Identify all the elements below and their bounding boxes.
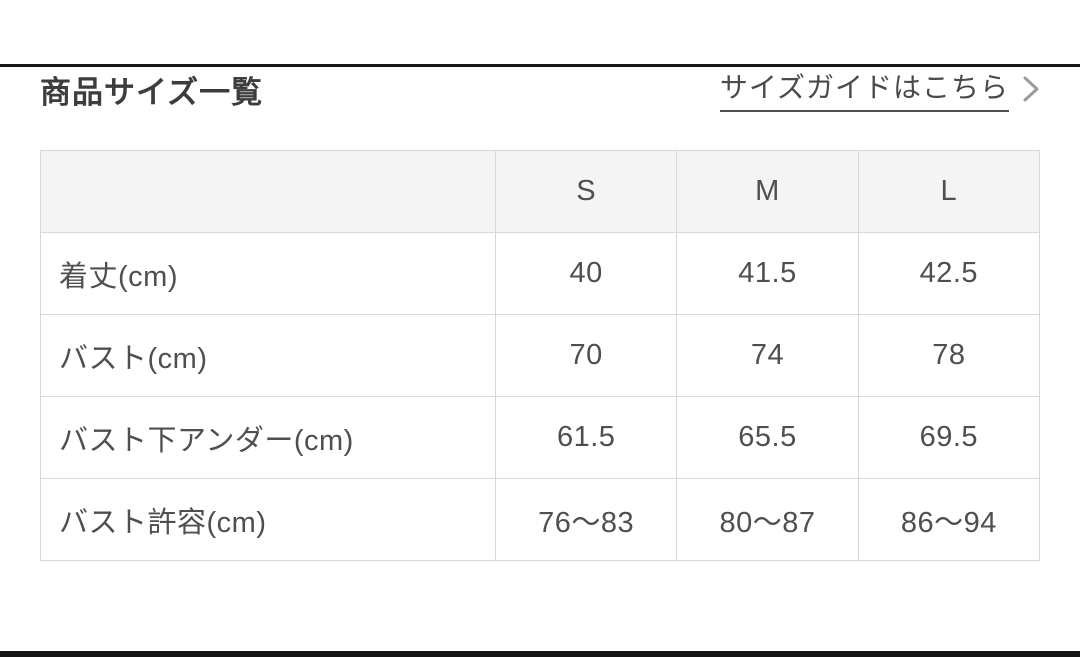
- row-label-length: 着丈(cm): [40, 232, 496, 315]
- table-row: バスト許容(cm) 76〜83 80〜87 86〜94: [40, 478, 1041, 561]
- table-row: バスト(cm) 70 74 78: [40, 314, 1041, 397]
- row-label-bust-allowance: バスト許容(cm): [40, 478, 496, 561]
- size-table: S M L 着丈(cm) 40 41.5 42.5 バスト(cm) 70 74 …: [40, 150, 1041, 561]
- size-section: 商品サイズ一覧 サイズガイドはこちら S M L 着丈(cm): [0, 64, 1080, 561]
- cell-bust-s: 70: [494, 314, 678, 397]
- cell-bust-allowance-m: 80〜87: [676, 478, 859, 561]
- cell-length-s: 40: [494, 232, 678, 315]
- column-header-m: M: [676, 150, 859, 233]
- cell-bust-allowance-s: 76〜83: [494, 478, 678, 561]
- row-label-underbust: バスト下アンダー(cm): [40, 396, 496, 479]
- size-guide-link[interactable]: サイズガイドはこちら: [719, 66, 1040, 112]
- cell-length-l: 42.5: [857, 232, 1041, 315]
- corner-cell: [40, 150, 496, 233]
- photo-top-edge: [0, 64, 1080, 67]
- table-header-row: S M L: [40, 150, 1041, 233]
- cell-underbust-l: 69.5: [857, 396, 1041, 479]
- cell-underbust-m: 65.5: [676, 396, 859, 479]
- page-title: 商品サイズ一覧: [40, 74, 264, 110]
- cell-bust-m: 74: [676, 314, 859, 397]
- table-row: バスト下アンダー(cm) 61.5 65.5 69.5: [40, 396, 1041, 479]
- size-guide-link-label: サイズガイドはこちら: [719, 66, 1009, 112]
- photo-bottom-edge: [0, 651, 1080, 657]
- cell-length-m: 41.5: [676, 232, 859, 315]
- cell-underbust-s: 61.5: [494, 396, 678, 479]
- column-header-s: S: [494, 150, 678, 233]
- cell-bust-allowance-l: 86〜94: [857, 478, 1041, 561]
- table-row: 着丈(cm) 40 41.5 42.5: [40, 232, 1041, 315]
- column-header-l: L: [857, 150, 1041, 233]
- cell-bust-l: 78: [857, 314, 1041, 397]
- section-header: 商品サイズ一覧 サイズガイドはこちら: [40, 64, 1040, 114]
- chevron-right-icon: [1022, 74, 1040, 104]
- row-label-bust: バスト(cm): [40, 314, 496, 397]
